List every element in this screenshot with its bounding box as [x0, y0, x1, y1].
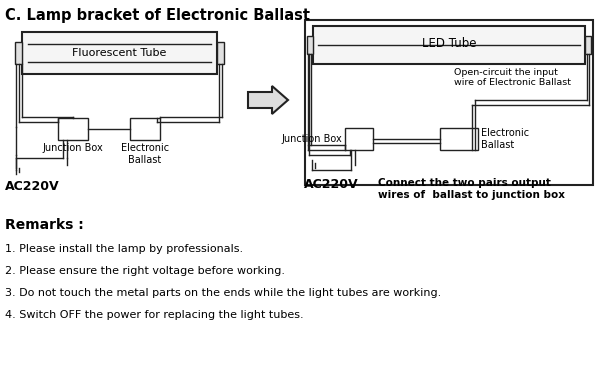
Bar: [585, 36, 591, 54]
Text: LED Tube: LED Tube: [422, 37, 476, 49]
Bar: [305, 20, 593, 185]
Text: Open-circuit the input
wire of Electronic Ballast: Open-circuit the input wire of Electroni…: [454, 68, 571, 88]
Text: 4. Switch OFF the power for replacing the light tubes.: 4. Switch OFF the power for replacing th…: [5, 310, 304, 320]
Text: Connect the two pairs output
wires of  ballast to junction box: Connect the two pairs output wires of ba…: [378, 178, 565, 200]
Bar: [313, 26, 585, 64]
Text: Fluorescent Tube: Fluorescent Tube: [73, 48, 167, 58]
Text: Electronic
Ballast: Electronic Ballast: [121, 143, 169, 165]
Text: Electronic
Ballast: Electronic Ballast: [481, 128, 529, 150]
Bar: [15, 42, 22, 64]
Text: 1. Please install the lamp by professionals.: 1. Please install the lamp by profession…: [5, 244, 243, 254]
Bar: [345, 128, 373, 150]
Text: 3. Do not touch the metal parts on the ends while the light tubes are working.: 3. Do not touch the metal parts on the e…: [5, 288, 441, 298]
Bar: [440, 128, 478, 150]
Text: Remarks :: Remarks :: [5, 218, 84, 232]
Text: C. Lamp bracket of Electronic Ballast: C. Lamp bracket of Electronic Ballast: [5, 8, 310, 23]
Text: Junction Box: Junction Box: [281, 134, 342, 144]
Bar: [130, 118, 160, 140]
Bar: [58, 118, 88, 140]
Text: AC220V: AC220V: [5, 180, 59, 193]
Bar: [22, 32, 217, 74]
Text: 2. Please ensure the right voltage before working.: 2. Please ensure the right voltage befor…: [5, 266, 285, 276]
Text: AC220V: AC220V: [304, 178, 359, 191]
Text: Junction Box: Junction Box: [43, 143, 103, 153]
Bar: [217, 42, 224, 64]
Bar: [307, 36, 313, 54]
Polygon shape: [248, 86, 288, 114]
